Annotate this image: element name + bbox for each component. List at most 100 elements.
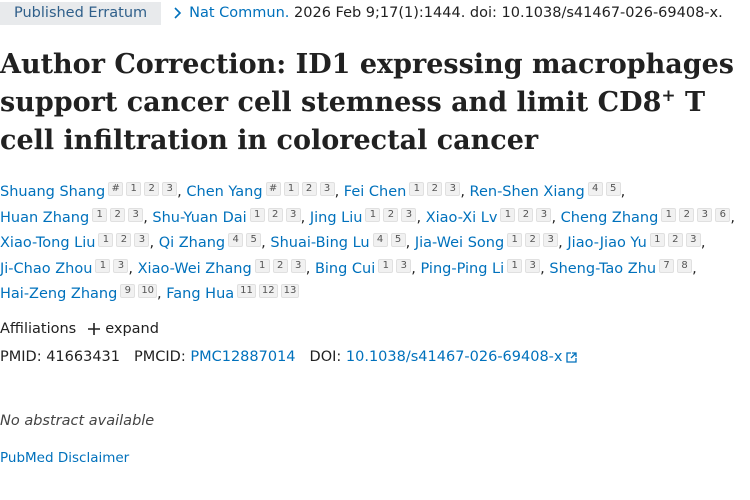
affiliation-mark[interactable]: 1: [92, 207, 108, 222]
author-name[interactable]: Ren-Shen Xiang: [469, 184, 585, 200]
author-name[interactable]: Jiao-Jiao Yu: [567, 235, 647, 251]
external-link-icon[interactable]: [565, 351, 577, 363]
author-name[interactable]: Qi Zhang: [158, 235, 226, 251]
author-name[interactable]: Fang Hua: [166, 286, 235, 302]
author-name[interactable]: Chen Yang: [186, 184, 263, 200]
expand-toggle[interactable]: expand: [105, 321, 159, 337]
affiliation-mark[interactable]: 4: [228, 233, 244, 247]
affiliation-mark[interactable]: 1: [95, 258, 111, 273]
no-abstract: No abstract available: [0, 413, 155, 429]
author-name[interactable]: Jing Liu: [309, 209, 363, 226]
author-name[interactable]: Xiao-Wei Zhang: [137, 260, 252, 277]
affiliation-mark[interactable]: 2: [301, 182, 317, 196]
affiliation-mark[interactable]: 3: [697, 207, 713, 222]
author-name[interactable]: Shuang Shang: [0, 184, 106, 200]
affiliation-mark[interactable]: 3: [113, 258, 129, 273]
affiliation-mark[interactable]: 2: [518, 207, 534, 222]
affiliation-mark[interactable]: 5: [390, 233, 406, 247]
affiliation-mark[interactable]: 1: [661, 207, 677, 222]
author: Qi Zhang 4 5,: [158, 233, 266, 251]
affiliation-mark[interactable]: 3: [128, 207, 144, 222]
affiliation-mark[interactable]: 1: [378, 258, 394, 273]
affiliation-mark[interactable]: 8: [677, 258, 693, 273]
author-name[interactable]: Bing Cui: [314, 260, 376, 277]
affiliation-mark[interactable]: 3: [134, 233, 150, 247]
author-name[interactable]: Cheng Zhang: [560, 209, 659, 226]
affiliation-mark[interactable]: 1: [507, 258, 523, 273]
affiliation-mark[interactable]: 1: [409, 182, 425, 196]
affiliation-mark[interactable]: 13: [280, 284, 300, 298]
author: Bing Cui 1 3,: [314, 258, 416, 277]
affiliation-mark[interactable]: 2: [272, 258, 288, 273]
affiliation-mark[interactable]: 1: [126, 182, 142, 196]
affiliation-mark[interactable]: 11: [237, 284, 256, 298]
identifiers: PMID: 41663431 PMCID: PMC12887014 DOI: 1…: [0, 349, 577, 365]
author-name[interactable]: Jia-Wei Song: [414, 235, 505, 251]
affiliation-mark[interactable]: 1: [500, 207, 516, 222]
affiliation-mark[interactable]: 3: [290, 258, 306, 273]
affiliation-mark[interactable]: 5: [246, 233, 262, 247]
author-name[interactable]: Xiao-Xi Lv: [425, 209, 498, 226]
affiliation-mark[interactable]: 3: [401, 207, 417, 222]
affiliation-mark[interactable]: 7: [659, 258, 675, 273]
affiliation-mark[interactable]: 1: [249, 207, 265, 222]
affiliation-mark[interactable]: 2: [110, 207, 126, 222]
erratum-badge: Published Erratum: [0, 1, 162, 25]
affiliation-mark[interactable]: 2: [383, 207, 399, 222]
title-text: T cell infiltration in colorectal cancer: [0, 87, 706, 156]
author: Jiao-Jiao Yu 1 2 3,: [567, 233, 705, 251]
affiliation-mark[interactable]: 4: [587, 182, 603, 196]
affiliation-mark[interactable]: 3: [445, 182, 461, 196]
separator: ,: [730, 209, 735, 226]
affiliation-mark[interactable]: 5: [605, 182, 621, 196]
affiliation-mark[interactable]: 3: [396, 258, 412, 273]
affiliation-mark[interactable]: 3: [285, 207, 301, 222]
affiliation-mark[interactable]: #: [108, 182, 124, 196]
affiliation-mark[interactable]: 4: [372, 233, 388, 247]
affiliation-mark[interactable]: 6: [715, 207, 731, 222]
affiliation-mark[interactable]: 3: [319, 182, 335, 196]
author-name[interactable]: Fei Chen: [343, 184, 407, 200]
disclaimer-link[interactable]: PubMed Disclaimer: [0, 450, 130, 466]
author-name[interactable]: Sheng-Tao Zhu: [549, 260, 657, 277]
author-name[interactable]: Shuai-Bing Lu: [270, 235, 370, 251]
affiliation-mark[interactable]: 12: [258, 284, 278, 298]
affiliations-label: Affiliations: [0, 321, 77, 337]
author-name[interactable]: Ping-Ping Li: [420, 260, 505, 277]
affiliation-mark[interactable]: 2: [116, 233, 132, 247]
affiliation-mark[interactable]: 1: [98, 233, 114, 247]
affiliation-mark[interactable]: 2: [144, 182, 160, 196]
author-name[interactable]: Hai-Zeng Zhang: [0, 286, 118, 302]
affiliation-mark[interactable]: 3: [162, 182, 178, 196]
affiliation-mark[interactable]: 1: [649, 233, 665, 247]
affiliation-mark[interactable]: 1: [254, 258, 270, 273]
affiliation-mark[interactable]: 10: [138, 284, 158, 298]
affiliation-mark[interactable]: 2: [427, 182, 443, 196]
affiliation-mark[interactable]: 1: [283, 182, 299, 196]
affiliation-mark[interactable]: 1: [507, 233, 523, 247]
header: Published Erratum Nat Commun. 2026 Feb 9…: [0, 0, 723, 26]
author-name[interactable]: Huan Zhang: [0, 209, 90, 226]
affiliation-mark[interactable]: 3: [536, 207, 552, 222]
affiliation-mark[interactable]: 3: [543, 233, 559, 247]
author-name[interactable]: Xiao-Tong Liu: [0, 235, 96, 251]
affiliation-mark[interactable]: 2: [679, 207, 695, 222]
separator: ,: [540, 260, 545, 277]
doi-link[interactable]: 10.1038/s41467-026-69408-x: [345, 349, 563, 365]
author-name[interactable]: Shu-Yuan Dai: [152, 209, 247, 226]
affiliation-mark[interactable]: 2: [267, 207, 283, 222]
journal-link[interactable]: Nat Commun.: [189, 5, 290, 21]
chevron-icon: [174, 7, 182, 19]
separator: ,: [558, 235, 563, 251]
plus-icon[interactable]: [88, 323, 101, 335]
affiliation-mark[interactable]: 3: [685, 233, 701, 247]
affiliation-mark[interactable]: 3: [525, 258, 541, 273]
affiliation-mark[interactable]: 2: [525, 233, 541, 247]
affiliation-mark[interactable]: #: [265, 182, 281, 196]
pmid: 41663431: [46, 349, 121, 365]
author-name[interactable]: Ji-Chao Zhou: [0, 260, 93, 277]
affiliation-mark[interactable]: 2: [667, 233, 683, 247]
pmcid-link[interactable]: PMC12887014: [190, 349, 296, 365]
affiliation-mark[interactable]: 9: [120, 284, 136, 298]
affiliation-mark[interactable]: 1: [365, 207, 381, 222]
